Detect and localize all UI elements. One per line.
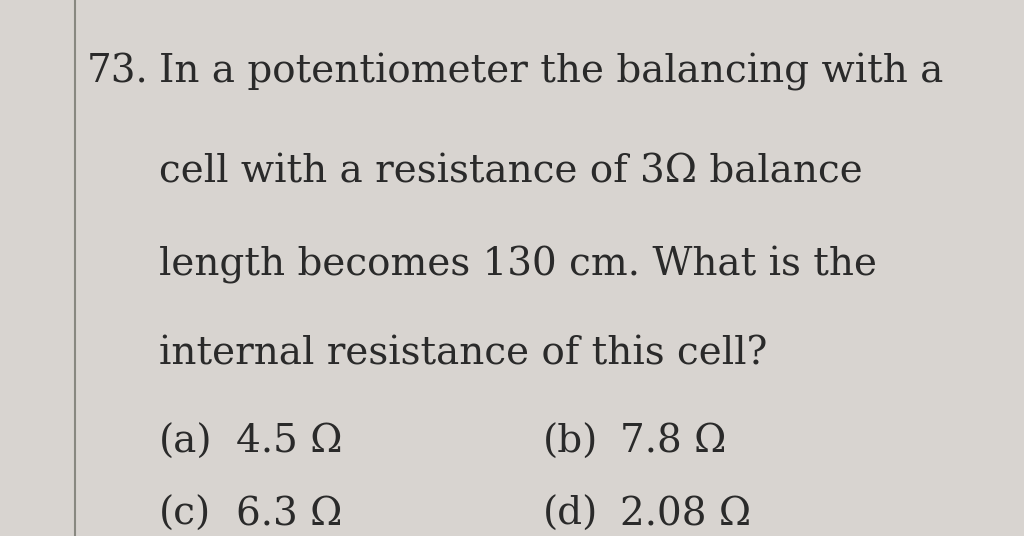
Text: In a potentiometer the balancing with a: In a potentiometer the balancing with a xyxy=(159,54,943,91)
Text: 73.: 73. xyxy=(87,54,148,91)
Text: (a): (a) xyxy=(159,423,212,461)
Text: (d): (d) xyxy=(543,496,598,533)
Text: length becomes 130 cm. What is the: length becomes 130 cm. What is the xyxy=(159,247,877,284)
Text: 6.3 Ω: 6.3 Ω xyxy=(236,496,342,533)
Text: 7.8 Ω: 7.8 Ω xyxy=(620,423,726,461)
Text: (b): (b) xyxy=(543,423,598,461)
Text: 2.08 Ω: 2.08 Ω xyxy=(620,496,751,533)
Text: internal resistance of this cell?: internal resistance of this cell? xyxy=(159,335,767,373)
Text: (c): (c) xyxy=(159,496,211,533)
Text: cell with a resistance of 3Ω balance: cell with a resistance of 3Ω balance xyxy=(159,153,862,190)
Text: 4.5 Ω: 4.5 Ω xyxy=(236,423,342,461)
